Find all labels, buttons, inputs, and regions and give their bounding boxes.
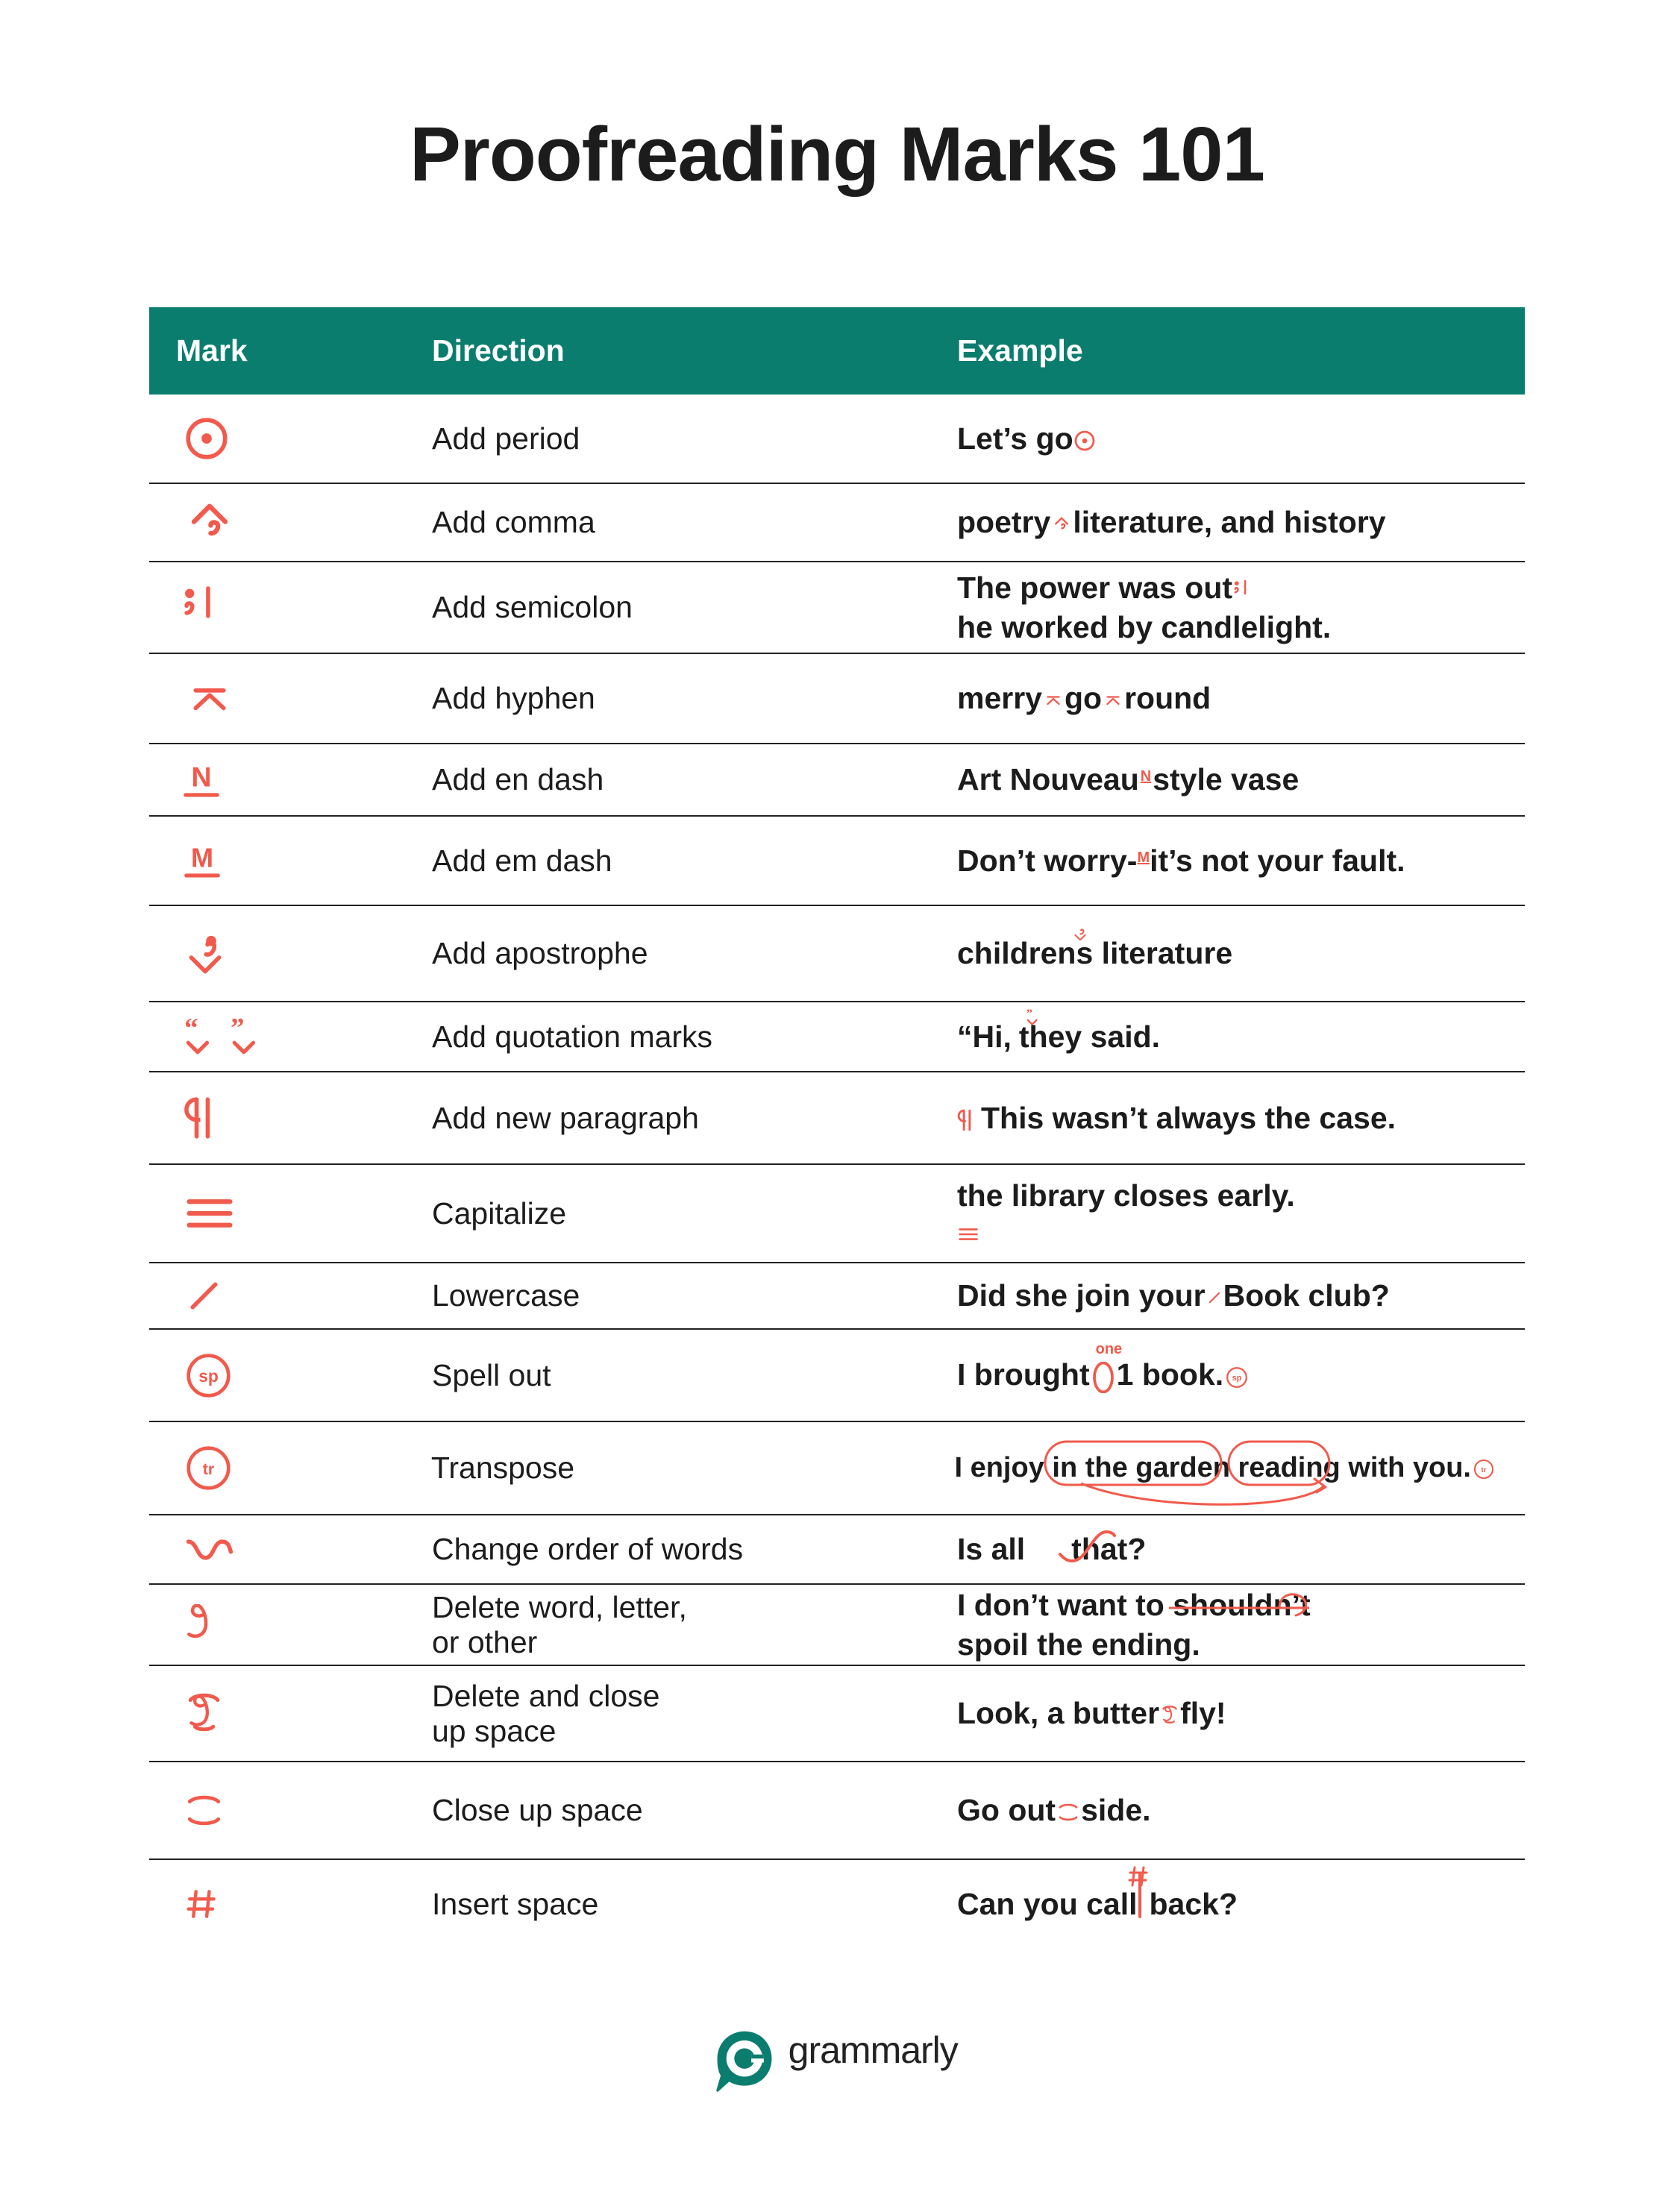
svg-text:“: “ [184,1015,198,1043]
svg-text:N: N [192,761,212,792]
svg-text:tr: tr [1482,1466,1487,1474]
svg-text:tr: tr [203,1460,215,1478]
svg-text:sp: sp [1232,1374,1242,1383]
svg-text:sp: sp [198,1366,219,1386]
svg-text:”: ” [231,1015,244,1043]
svg-text:”: ” [1026,1008,1032,1020]
svg-text:M: M [191,842,213,873]
